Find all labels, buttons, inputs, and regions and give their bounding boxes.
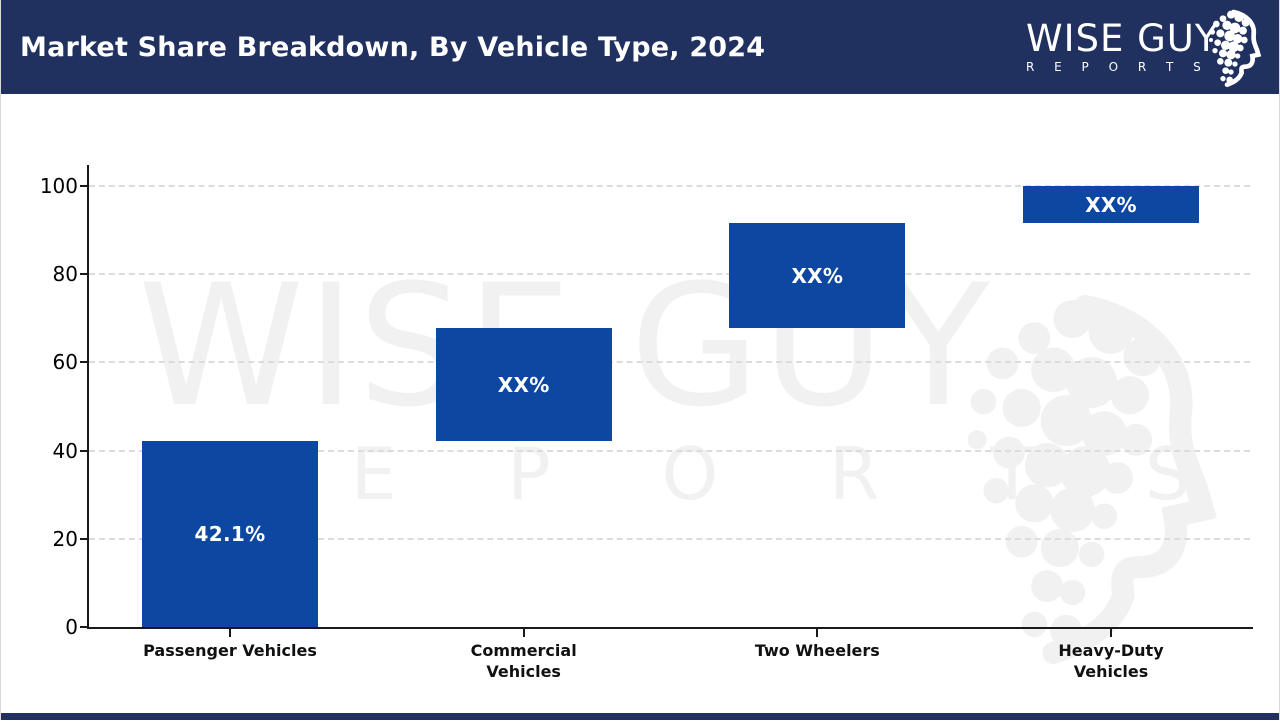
logo-wordmark: WISE GUY [1026, 17, 1219, 60]
y-tick-mark [80, 185, 88, 187]
y-tick-label: 0 [65, 615, 78, 639]
x-tick-label: Passenger Vehicles [143, 641, 317, 660]
x-tick-label: Heavy-Duty Vehicles [1058, 641, 1164, 681]
gridline-y-80 [89, 273, 1250, 276]
bar-value-label: 42.1% [194, 522, 266, 547]
y-tick-label: 80 [52, 262, 78, 287]
x-tick-mark [1110, 629, 1112, 637]
bar-value-label: XX% [791, 263, 844, 288]
bar-segment-2: XX% [729, 223, 906, 328]
bar-segment-1: XX% [435, 328, 612, 442]
gridline-y-60 [89, 361, 1250, 364]
bar-value-label: XX% [497, 372, 550, 397]
y-tick-mark [80, 449, 88, 452]
wise-guy-reports-logo: WISE GUY R E P O R T S [1026, 6, 1266, 90]
bar-segment-3: XX% [1023, 186, 1199, 224]
bar-value-label: XX% [1085, 192, 1137, 217]
gridline-y-20 [89, 537, 1250, 540]
chart-title: Market Share Breakdown, By Vehicle Type,… [20, 31, 766, 63]
logo-head-icon [1209, 9, 1262, 87]
y-tick-mark [80, 361, 88, 364]
y-tick-label: 100 [39, 174, 78, 198]
y-tick-mark [80, 626, 88, 628]
footer-bar [0, 713, 1280, 720]
y-tick-mark [80, 273, 88, 276]
y-tick-label: 20 [52, 526, 78, 551]
x-tick-mark [522, 629, 525, 637]
x-tick-mark [229, 629, 231, 637]
report-header: Market Share Breakdown, By Vehicle Type,… [0, 0, 1280, 94]
y-tick-mark [80, 537, 88, 540]
logo-text: WISE GUY R E P O R T S [1026, 17, 1219, 74]
y-tick-label: 60 [52, 350, 78, 375]
x-axis-spine [87, 627, 1253, 629]
logo-subtitle: R E P O R T S [1026, 60, 1209, 74]
gridline-y-40 [89, 449, 1250, 452]
y-tick-label: 40 [52, 438, 78, 463]
x-tick-label: Two Wheelers [754, 641, 880, 660]
bar-segment-0: 42.1% [142, 441, 318, 627]
gridline-y-100 [89, 185, 1250, 187]
y-axis-spine [87, 165, 89, 629]
x-tick-label: Commercial Vehicles [470, 641, 577, 681]
x-tick-mark [816, 629, 819, 637]
